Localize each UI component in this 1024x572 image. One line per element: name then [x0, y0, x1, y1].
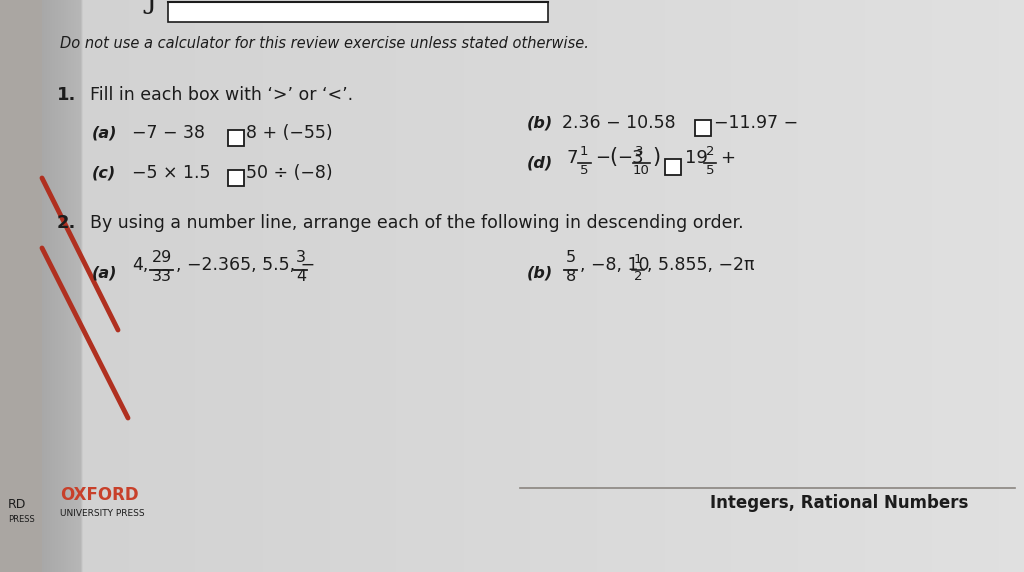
Text: 5: 5 — [580, 164, 589, 177]
Bar — [695, 120, 711, 136]
Text: −: − — [595, 149, 610, 167]
Text: Fill in each box with ‘>’ or ‘<’.: Fill in each box with ‘>’ or ‘<’. — [90, 86, 353, 104]
Text: −7 − 38: −7 − 38 — [132, 124, 205, 142]
Text: 5: 5 — [566, 250, 577, 265]
Text: +: + — [720, 149, 735, 167]
Text: ): ) — [652, 147, 660, 167]
Text: Do not use a calculator for this review exercise unless stated otherwise.: Do not use a calculator for this review … — [60, 36, 589, 51]
Text: −11.97 −: −11.97 − — [714, 114, 798, 132]
Text: 29: 29 — [152, 250, 172, 265]
Bar — [665, 159, 681, 175]
Bar — [228, 170, 244, 186]
Text: 19: 19 — [685, 149, 708, 167]
Text: , −8, 10: , −8, 10 — [580, 256, 649, 274]
Text: 2.: 2. — [57, 214, 77, 232]
Text: (: ( — [609, 147, 617, 167]
Text: 4: 4 — [296, 269, 306, 284]
Text: 4,: 4, — [132, 256, 148, 274]
Text: 2.36 − 10.58: 2.36 − 10.58 — [562, 114, 676, 132]
Text: UNIVERSITY PRESS: UNIVERSITY PRESS — [60, 509, 144, 518]
Text: (c): (c) — [92, 166, 117, 181]
Text: 8 + (−55): 8 + (−55) — [246, 124, 333, 142]
Text: J: J — [145, 0, 156, 14]
Text: 1: 1 — [634, 253, 642, 266]
Text: 7: 7 — [567, 149, 579, 167]
Text: RD: RD — [8, 498, 27, 511]
Text: (d): (d) — [527, 156, 553, 171]
Text: 3: 3 — [635, 145, 643, 158]
Text: (b): (b) — [527, 266, 553, 281]
Text: OXFORD: OXFORD — [60, 486, 138, 504]
Text: 5: 5 — [706, 164, 715, 177]
Text: , −2.365, 5.5, −: , −2.365, 5.5, − — [176, 256, 315, 274]
Bar — [168, 2, 548, 22]
Text: 2: 2 — [634, 270, 642, 283]
Text: (b): (b) — [527, 116, 553, 131]
Text: 50 ÷ (−8): 50 ÷ (−8) — [246, 164, 333, 182]
Text: 1.: 1. — [57, 86, 77, 104]
Text: −5 × 1.5: −5 × 1.5 — [132, 164, 211, 182]
Text: By using a number line, arrange each of the following in descending order.: By using a number line, arrange each of … — [90, 214, 743, 232]
Text: (a): (a) — [92, 266, 118, 281]
Text: 8: 8 — [566, 269, 577, 284]
Bar — [0, 0, 42, 572]
Text: 33: 33 — [152, 269, 172, 284]
Text: −3: −3 — [617, 149, 644, 167]
Bar — [228, 130, 244, 146]
Text: PRESS: PRESS — [8, 515, 35, 524]
Text: 1: 1 — [580, 145, 589, 158]
Text: 2: 2 — [706, 145, 715, 158]
Text: 10: 10 — [633, 164, 650, 177]
Text: (a): (a) — [92, 126, 118, 141]
Text: Integers, Rational Numbers: Integers, Rational Numbers — [710, 494, 969, 512]
Text: 3: 3 — [296, 250, 306, 265]
Text: , 5.855, −2π: , 5.855, −2π — [647, 256, 755, 274]
